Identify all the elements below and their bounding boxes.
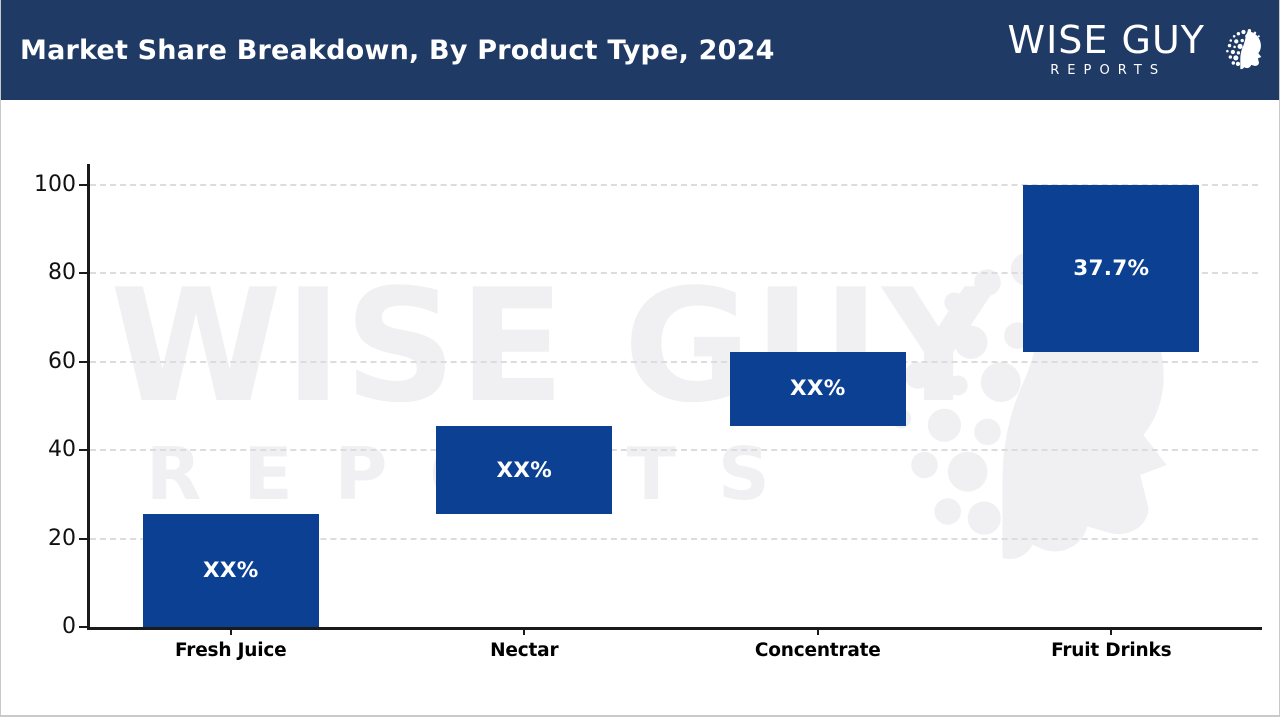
y-tickmark	[79, 272, 87, 275]
y-tickmark	[79, 537, 87, 540]
x-tick-label: Nectar	[490, 640, 559, 661]
bar-value-label: 37.7%	[1073, 255, 1150, 281]
y-axis-spine	[87, 164, 90, 629]
bar-fruit-drinks: 37.7%	[1023, 185, 1200, 352]
y-tick-label: 20	[48, 525, 76, 551]
y-tick-label: 100	[34, 172, 76, 197]
dotted-face-logo-icon	[1207, 9, 1263, 89]
x-axis-spine	[87, 627, 1262, 630]
gridline-y20	[90, 537, 1258, 540]
bar-nectar: XX%	[436, 426, 613, 514]
x-tickmark	[523, 629, 526, 635]
gridline-y80	[90, 272, 1258, 275]
y-tick-label: 0	[62, 614, 76, 639]
y-tickmark	[79, 449, 87, 452]
gridline-y60	[90, 360, 1258, 363]
x-tickmark	[229, 629, 232, 635]
x-tickmark	[1110, 629, 1113, 635]
plot-area: 0 20 40 60 80 100 XX% Fresh Juice XX% Nectar XX% Co…	[0, 100, 1280, 720]
y-tickmark	[79, 626, 87, 628]
x-tickmark	[816, 629, 819, 635]
x-tick-label: Fruit Drinks	[1051, 640, 1172, 661]
y-tickmark	[79, 184, 87, 186]
bar-value-label: XX%	[789, 376, 846, 402]
brand-logo-text: WISE GUY REPORTS	[1008, 21, 1205, 78]
bar-fresh-juice: XX%	[142, 513, 319, 627]
page-title: Market Share Breakdown, By Product Type,…	[20, 34, 775, 66]
brand-logo: WISE GUY REPORTS	[1008, 9, 1263, 89]
gridline-y40	[90, 449, 1258, 452]
gridline-y100	[90, 184, 1258, 186]
logo-subtitle: REPORTS	[1050, 62, 1167, 78]
bar-value-label: XX%	[496, 457, 553, 483]
x-tick-label: Fresh Juice	[175, 640, 287, 661]
y-tickmark	[79, 360, 87, 363]
y-tick-label: 60	[48, 348, 76, 374]
bar-concentrate: XX%	[729, 351, 906, 427]
report-header: Market Share Breakdown, By Product Type,…	[0, 0, 1280, 100]
logo-wordmark: WISE GUY	[1007, 17, 1205, 62]
bar-value-label: XX%	[202, 557, 259, 583]
y-tick-label: 40	[48, 437, 76, 463]
x-tick-label: Concentrate	[754, 640, 881, 661]
y-tick-label: 80	[48, 260, 76, 286]
